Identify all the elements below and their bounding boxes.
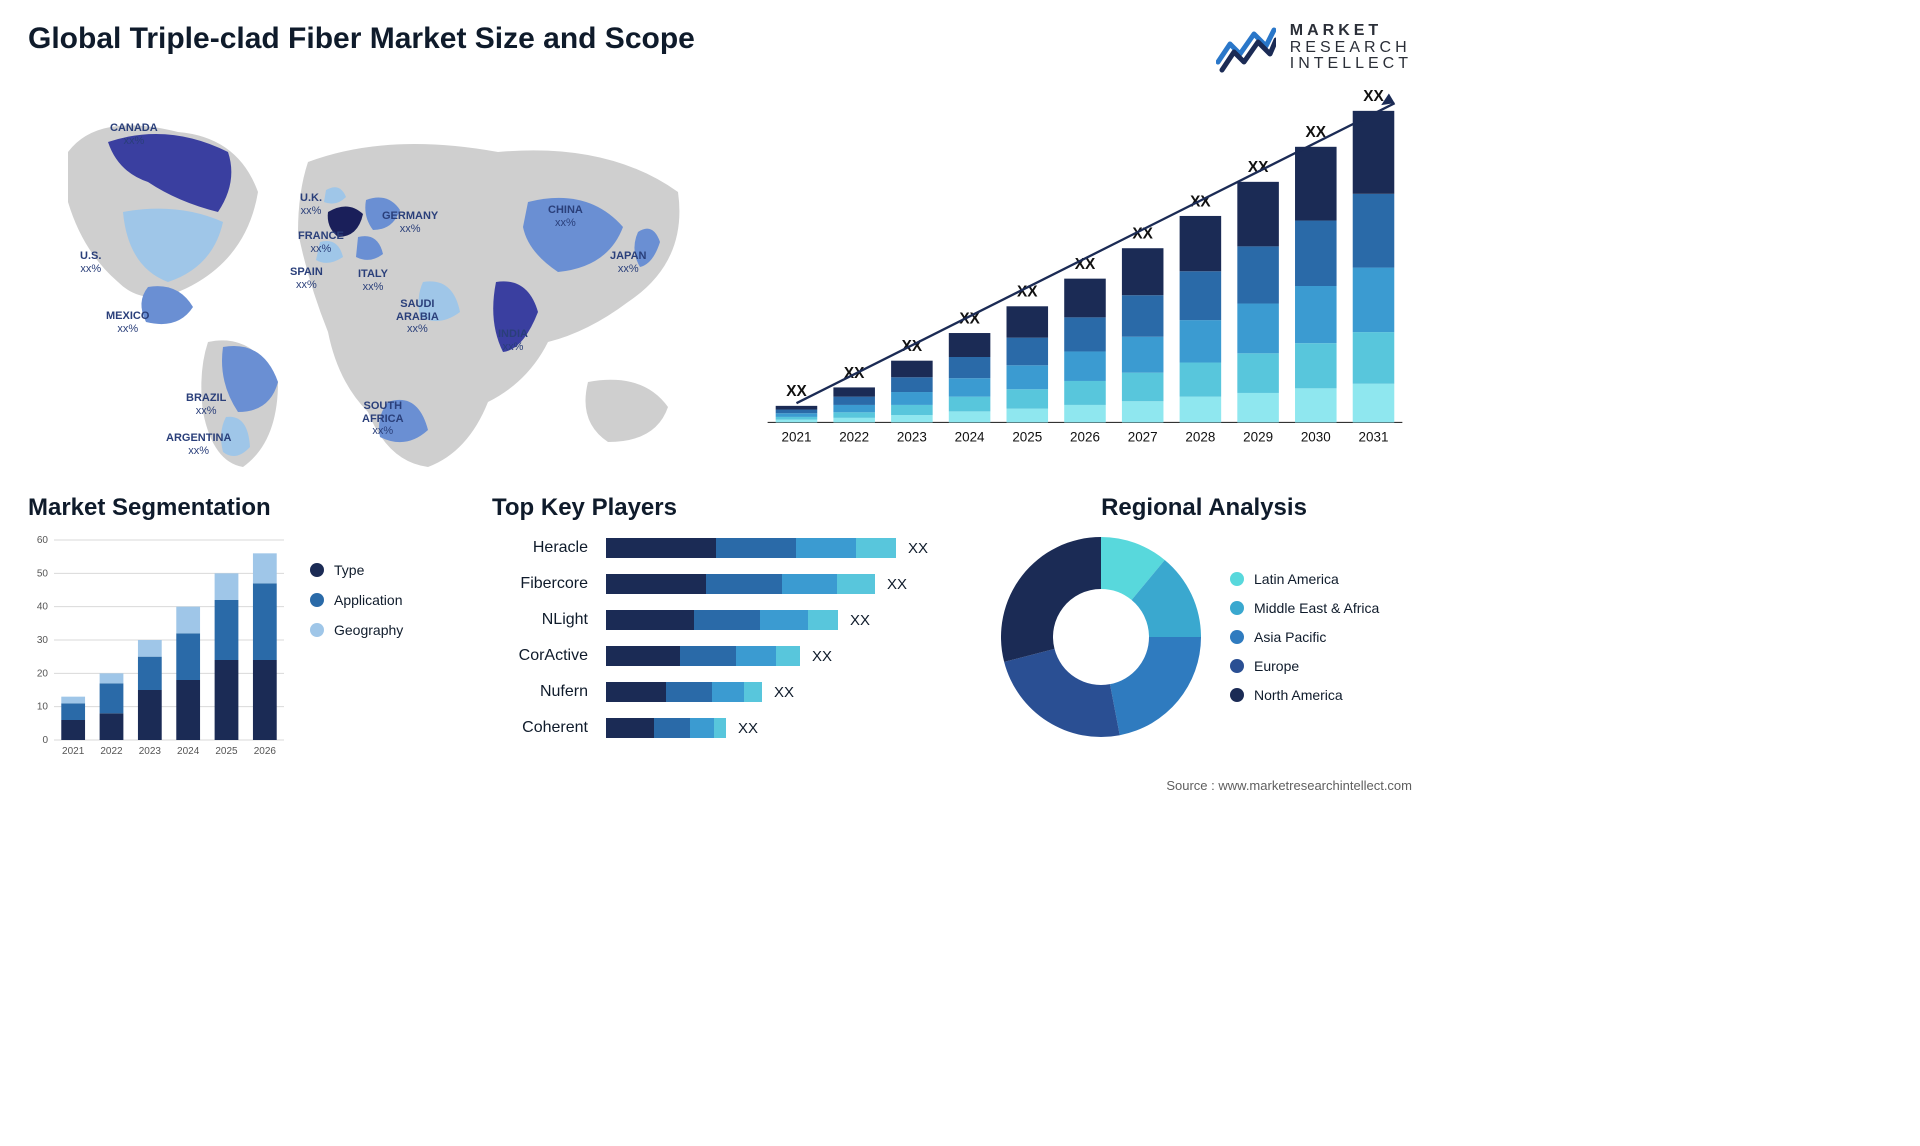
svg-text:2022: 2022 xyxy=(100,746,123,757)
legend-item: Asia Pacific xyxy=(1230,629,1379,645)
players-title: Top Key Players xyxy=(492,494,962,522)
map-label: CANADAxx% xyxy=(110,122,158,147)
map-label: ITALYxx% xyxy=(358,268,388,293)
player-value: XX xyxy=(738,720,758,737)
logo-line-2: RESEARCH xyxy=(1290,40,1412,57)
svg-text:2021: 2021 xyxy=(62,746,85,757)
map-label: JAPANxx% xyxy=(610,250,646,275)
map-label: INDIAxx% xyxy=(498,328,528,353)
legend-item: Geography xyxy=(310,622,403,638)
svg-text:2027: 2027 xyxy=(1128,430,1158,445)
map-label: GERMANYxx% xyxy=(382,210,438,235)
player-label: Coherent xyxy=(492,718,588,738)
svg-text:2031: 2031 xyxy=(1359,430,1389,445)
player-label: Fibercore xyxy=(492,574,588,594)
brand-logo: MARKET RESEARCH INTELLECT xyxy=(1216,22,1412,74)
svg-text:2025: 2025 xyxy=(215,746,238,757)
player-value: XX xyxy=(908,540,928,557)
segmentation-chart: 0 10 20 30 40 50 60 2021 2022 2023 2024 2025 2026 xyxy=(28,532,288,762)
legend-item: Middle East & Africa xyxy=(1230,600,1379,616)
page-title: Global Triple-clad Fiber Market Size and… xyxy=(28,22,695,56)
svg-text:2026: 2026 xyxy=(1070,430,1100,445)
legend-item: Type xyxy=(310,562,403,578)
svg-text:2024: 2024 xyxy=(955,430,985,445)
players-bars: XX XX XX XX XX XX xyxy=(606,538,962,738)
svg-text:10: 10 xyxy=(37,702,49,713)
map-label: FRANCExx% xyxy=(298,230,344,255)
svg-text:2028: 2028 xyxy=(1185,430,1215,445)
map-label: ARGENTINAxx% xyxy=(166,432,231,457)
player-label: Heracle xyxy=(492,538,588,558)
regional-donut-chart xyxy=(996,532,1206,742)
legend-item: North America xyxy=(1230,687,1379,703)
svg-text:2022: 2022 xyxy=(839,430,869,445)
player-value: XX xyxy=(887,576,907,593)
player-value: XX xyxy=(812,648,832,665)
legend-item: Application xyxy=(310,592,403,608)
players-labels: Heracle Fibercore NLight CorActive Nufern Coh… xyxy=(492,538,588,738)
map-label: SOUTHAFRICAxx% xyxy=(362,400,404,438)
svg-text:30: 30 xyxy=(37,635,49,646)
player-bar-row: XX xyxy=(606,610,962,630)
svg-text:XX: XX xyxy=(786,383,807,400)
legend-item: Latin America xyxy=(1230,571,1379,587)
map-label: U.S.xx% xyxy=(80,250,101,275)
player-bar-row: XX xyxy=(606,574,962,594)
player-bar-row: XX xyxy=(606,718,962,738)
legend-item: Europe xyxy=(1230,658,1379,674)
player-label: NLight xyxy=(492,610,588,630)
svg-text:2023: 2023 xyxy=(897,430,927,445)
growth-bar-chart: XX2021XX2022XX2023XX2024XX2025XX2026XX20… xyxy=(758,82,1412,472)
player-label: CorActive xyxy=(492,646,588,666)
logo-line-3: INTELLECT xyxy=(1290,56,1412,73)
svg-text:2023: 2023 xyxy=(139,746,162,757)
segmentation-legend: Type Application Geography xyxy=(310,562,403,638)
map-label: BRAZILxx% xyxy=(186,392,226,417)
svg-text:XX: XX xyxy=(1363,88,1384,105)
regional-legend: Latin America Middle East & Africa Asia Pa… xyxy=(1230,571,1379,703)
svg-text:40: 40 xyxy=(37,602,49,613)
player-label: Nufern xyxy=(492,682,588,702)
regional-title: Regional Analysis xyxy=(996,494,1412,522)
logo-line-1: MARKET xyxy=(1290,23,1412,40)
world-map: CANADAxx% U.S.xx% MEXICOxx% BRAZILxx% ARGENT… xyxy=(28,82,728,472)
source-attribution: Source : www.marketresearchintellect.com xyxy=(28,778,1412,793)
svg-text:2025: 2025 xyxy=(1012,430,1042,445)
map-label: U.K.xx% xyxy=(300,192,322,217)
map-label: CHINAxx% xyxy=(548,204,583,229)
svg-text:60: 60 xyxy=(37,535,49,546)
svg-text:50: 50 xyxy=(37,568,49,579)
map-label: MEXICOxx% xyxy=(106,310,149,335)
svg-text:0: 0 xyxy=(42,735,48,746)
player-bar-row: XX xyxy=(606,646,962,666)
player-value: XX xyxy=(774,684,794,701)
svg-text:2030: 2030 xyxy=(1301,430,1331,445)
player-bar-row: XX xyxy=(606,538,962,558)
map-label: SAUDIARABIAxx% xyxy=(396,298,439,336)
segmentation-title: Market Segmentation xyxy=(28,494,458,522)
svg-text:2026: 2026 xyxy=(254,746,277,757)
svg-text:2021: 2021 xyxy=(782,430,812,445)
player-bar-row: XX xyxy=(606,682,962,702)
svg-text:20: 20 xyxy=(37,668,49,679)
svg-text:2029: 2029 xyxy=(1243,430,1273,445)
svg-text:2024: 2024 xyxy=(177,746,200,757)
logo-mark-icon xyxy=(1216,22,1276,74)
map-label: SPAINxx% xyxy=(290,266,323,291)
player-value: XX xyxy=(850,612,870,629)
